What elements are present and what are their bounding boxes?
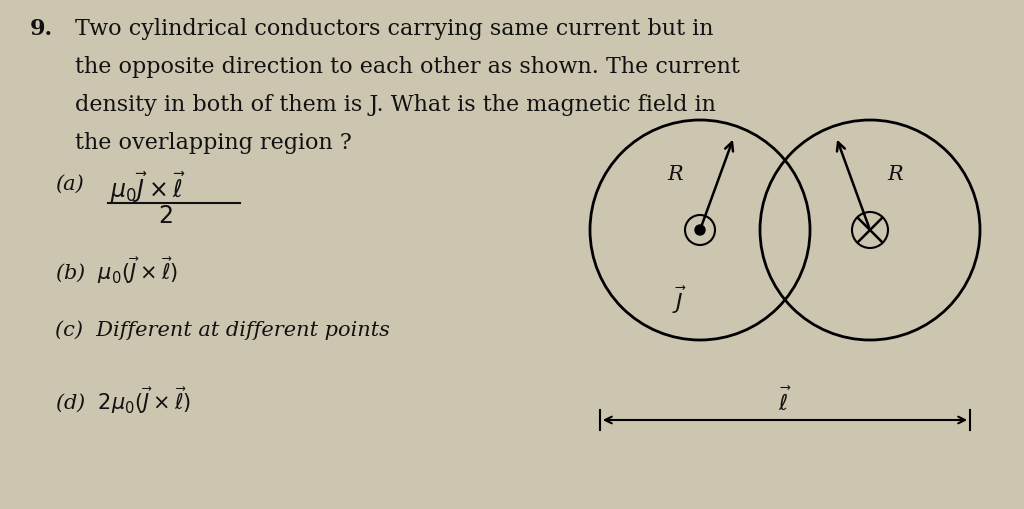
Text: density in both of them is J. What is the magnetic field in: density in both of them is J. What is th…: [75, 94, 716, 116]
Text: $2$: $2$: [158, 205, 172, 228]
Text: (a): (a): [55, 175, 84, 194]
Circle shape: [695, 225, 705, 235]
Text: $\mu_0\vec{J}\times\vec{\ell}$: $\mu_0\vec{J}\times\vec{\ell}$: [110, 170, 185, 205]
Text: the opposite direction to each other as shown. The current: the opposite direction to each other as …: [75, 56, 740, 78]
Text: (b)  $\mu_0(\vec{J}\times\vec{\ell})$: (b) $\mu_0(\vec{J}\times\vec{\ell})$: [55, 255, 178, 286]
Text: Two cylindrical conductors carrying same current but in: Two cylindrical conductors carrying same…: [75, 18, 714, 40]
Text: (d)  $2\mu_0(\vec{J}\times\vec{\ell})$: (d) $2\mu_0(\vec{J}\times\vec{\ell})$: [55, 385, 191, 416]
Text: 9.: 9.: [30, 18, 53, 40]
Text: R: R: [887, 165, 903, 184]
Text: R: R: [667, 165, 683, 184]
Text: $\vec{J}$: $\vec{J}$: [673, 285, 687, 316]
Text: (c)  Different at different points: (c) Different at different points: [55, 320, 390, 340]
Text: $\vec{\ell}$: $\vec{\ell}$: [778, 388, 792, 415]
Text: the overlapping region ?: the overlapping region ?: [75, 132, 352, 154]
